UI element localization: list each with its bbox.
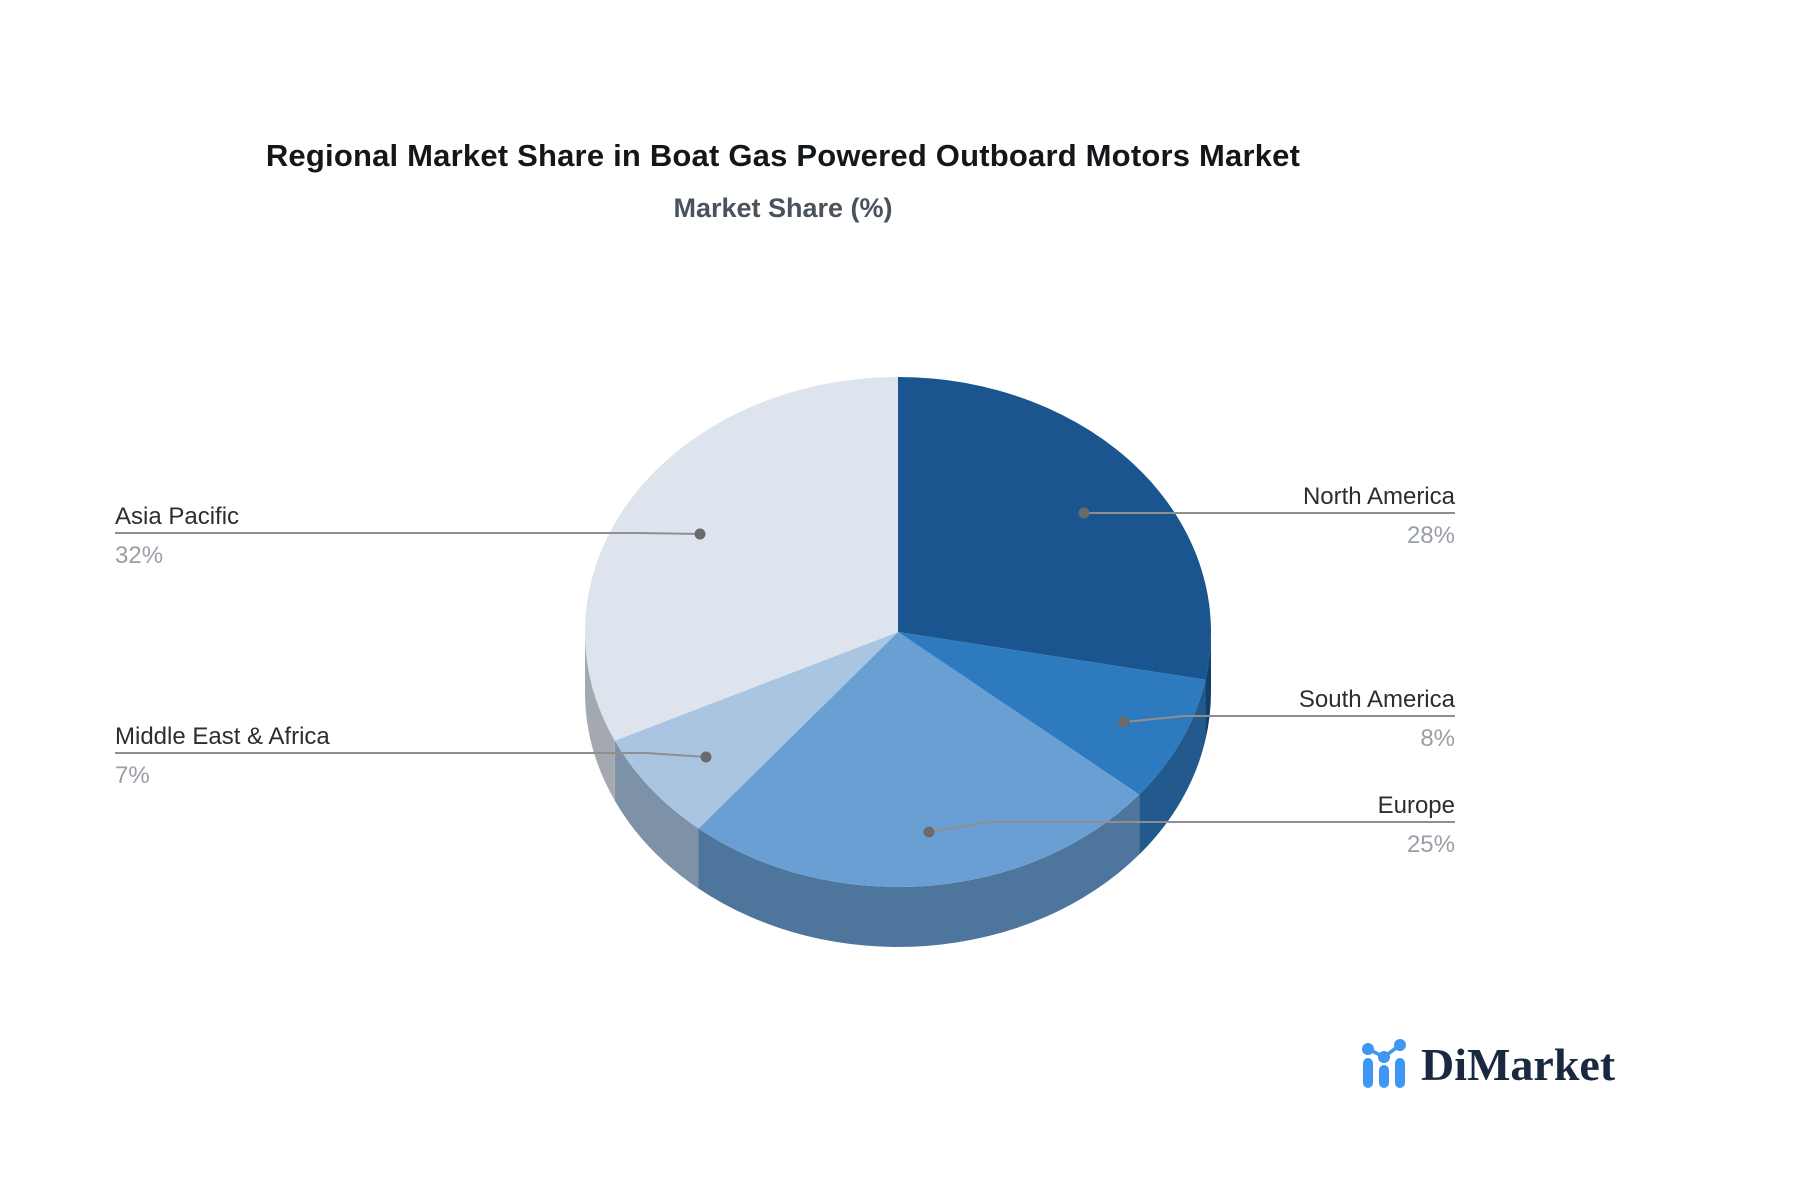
slice-label-middle-east-africa: Middle East & Africa [115, 723, 330, 750]
pie-side-middle-east-africa [614, 740, 699, 889]
label-line-europe [928, 821, 1455, 833]
pie-label-group-north-america: North America 28% [1078, 483, 1456, 549]
slice-label-south-america: South America [1299, 686, 1456, 713]
pie-side-asia-pacific [585, 632, 615, 801]
slice-value-middle-east-africa: 7% [115, 762, 150, 789]
label-line-asia-pacific [115, 532, 701, 535]
pie-label-group-middle-east-africa: Middle East & Africa 7% [115, 723, 712, 789]
pie-side-south-america [1139, 679, 1206, 855]
label-line-south-america [1123, 715, 1455, 723]
slice-value-south-america: 8% [1420, 725, 1455, 752]
pie-slice-south-america[interactable] [898, 632, 1206, 795]
label-dot-middle-east-africa [700, 751, 712, 763]
slice-label-europe: Europe [1378, 792, 1455, 819]
label-dot-asia-pacific [694, 528, 706, 540]
slice-label-asia-pacific: Asia Pacific [115, 503, 239, 530]
pie-side-europe [698, 794, 1140, 947]
pie-slices [584, 377, 1211, 888]
chart-subtitle: Market Share (%) [673, 193, 893, 223]
pie-3d-sides [585, 632, 1211, 947]
pie-side-north-america [1205, 632, 1211, 740]
bar-chart-trend-icon [1362, 1039, 1406, 1088]
slice-value-asia-pacific: 32% [115, 542, 163, 569]
pie-slice-asia-pacific[interactable] [584, 377, 898, 741]
pie-slice-europe[interactable] [698, 632, 1140, 888]
slice-label-north-america: North America [1303, 483, 1456, 510]
label-dot-europe [923, 826, 935, 838]
label-dot-south-america [1118, 716, 1130, 728]
pie-slice-north-america[interactable] [898, 377, 1211, 680]
slice-value-north-america: 28% [1407, 522, 1455, 549]
slice-value-europe: 25% [1407, 831, 1455, 858]
pie-labels: North America 28% South America 8% Europe 25%… [115, 483, 1456, 858]
pie-label-group-europe: Europe 25% [923, 792, 1455, 858]
chart-title: Regional Market Share in Boat Gas Powere… [265, 138, 1301, 173]
label-line-middle-east-africa [115, 752, 707, 758]
dimarket-logo: DiMarket [1360, 1032, 1615, 1090]
pie-slice-middle-east-africa[interactable] [614, 632, 898, 829]
logo-text: DiMarket [1421, 1039, 1616, 1090]
pie-label-group-south-america: South America 8% [1118, 686, 1456, 752]
label-dot-north-america [1078, 507, 1090, 519]
pie-label-group-asia-pacific: Asia Pacific 32% [115, 503, 706, 569]
